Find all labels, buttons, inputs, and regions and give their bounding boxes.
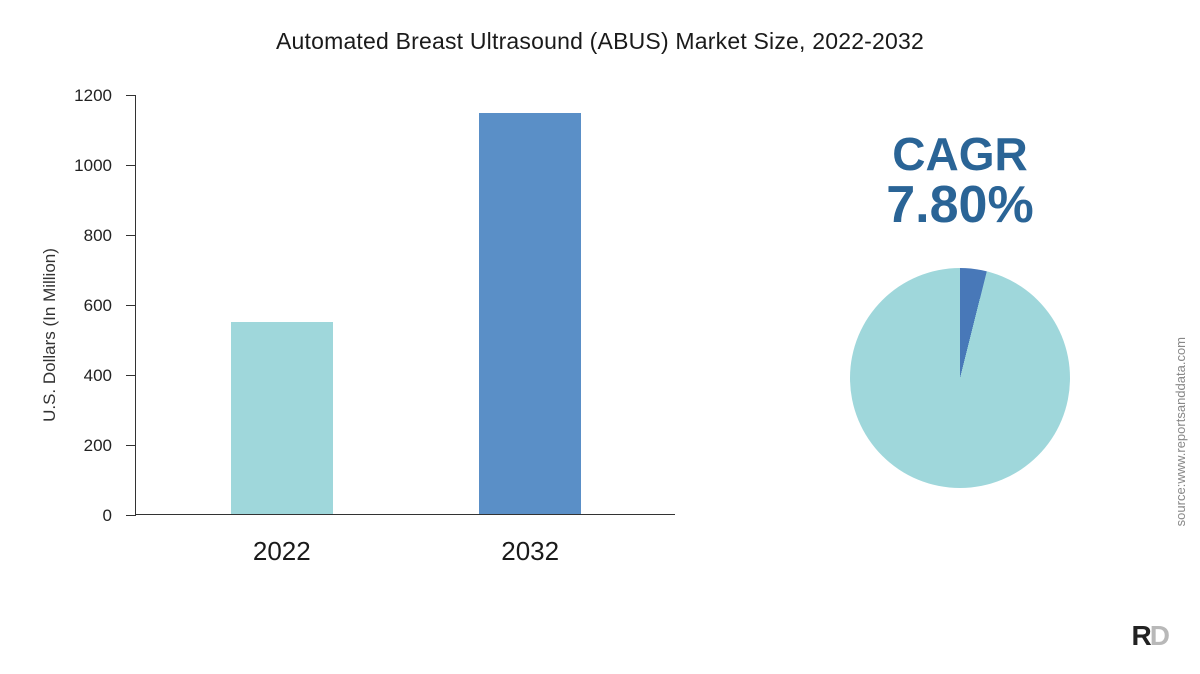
y-axis-label: U.S. Dollars (In Million) — [40, 248, 60, 422]
y-tick: 0 — [126, 515, 136, 516]
y-tick-label: 200 — [84, 436, 112, 456]
plot-area: 02004006008001000120020222032 — [135, 95, 675, 515]
y-tick: 200 — [126, 445, 136, 446]
bar-chart: U.S. Dollars (In Million) 02004006008001… — [60, 95, 700, 575]
y-tick-label: 400 — [84, 366, 112, 386]
y-tick: 600 — [126, 305, 136, 306]
bar — [231, 322, 334, 515]
logo-d: D — [1150, 620, 1168, 651]
chart-title: Automated Breast Ultrasound (ABUS) Marke… — [0, 0, 1200, 55]
logo-r: R — [1132, 620, 1150, 651]
x-tick-label: 2032 — [501, 536, 559, 567]
y-tick: 800 — [126, 235, 136, 236]
logo: RD — [1132, 620, 1168, 652]
cagr-value: 7.80% — [886, 178, 1033, 233]
y-tick: 400 — [126, 375, 136, 376]
y-tick-label: 1000 — [74, 156, 112, 176]
bar — [479, 113, 582, 514]
y-tick-label: 800 — [84, 226, 112, 246]
y-tick-label: 600 — [84, 296, 112, 316]
source-attribution: source:www.reportsanddata.com — [1173, 337, 1188, 526]
pie-chart — [850, 268, 1070, 488]
y-tick-label: 0 — [103, 506, 112, 526]
cagr-label: CAGR — [892, 130, 1027, 178]
y-tick: 1200 — [126, 95, 136, 96]
content-row: U.S. Dollars (In Million) 02004006008001… — [0, 55, 1200, 575]
y-tick: 1000 — [126, 165, 136, 166]
cagr-panel: CAGR 7.80% — [700, 95, 1140, 575]
y-tick-label: 1200 — [74, 86, 112, 106]
x-tick-label: 2022 — [253, 536, 311, 567]
